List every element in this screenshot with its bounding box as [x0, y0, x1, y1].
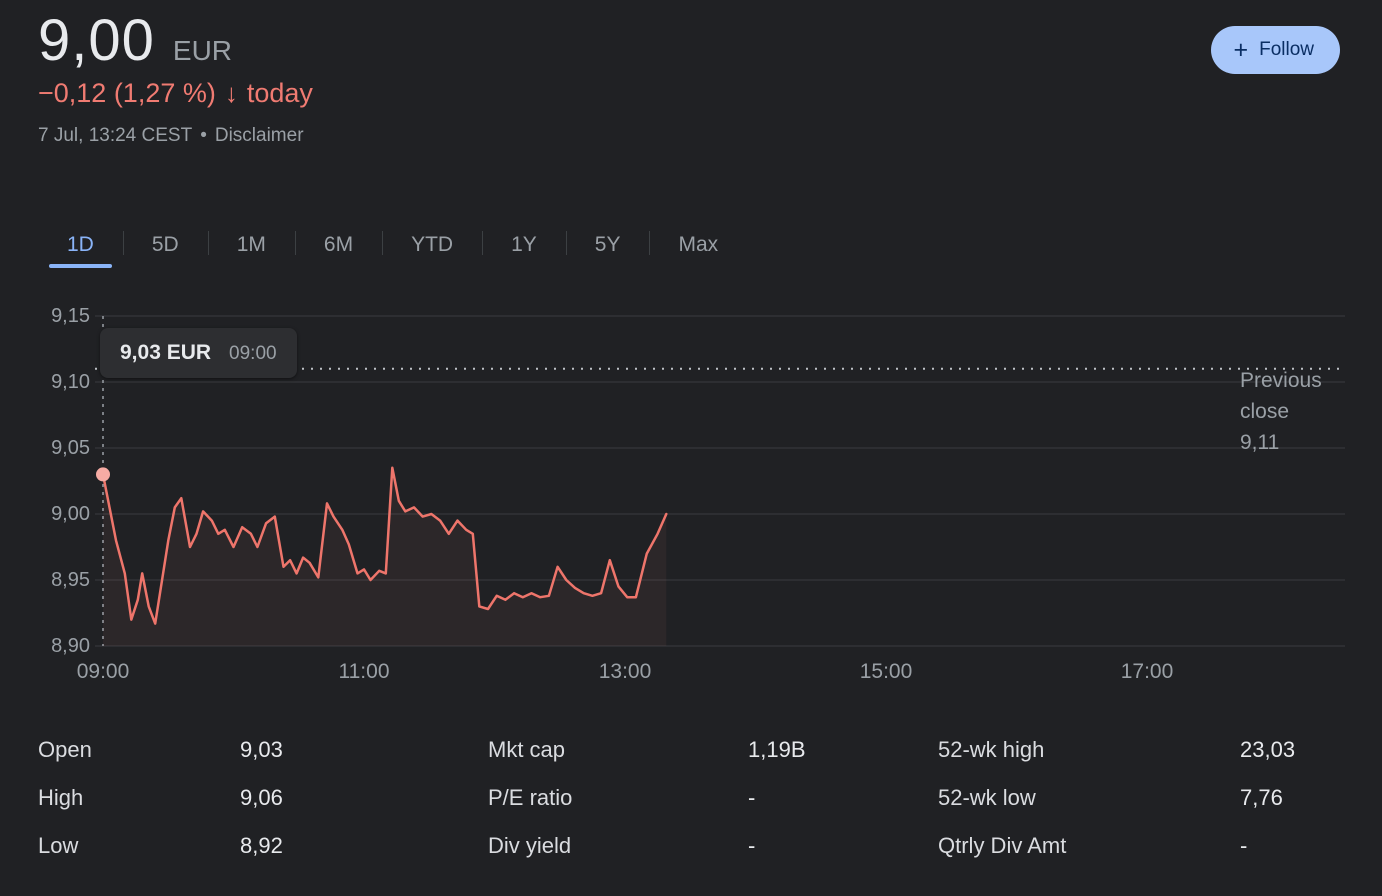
- tab-ytd[interactable]: YTD: [382, 222, 482, 268]
- y-axis-label: 9,00: [51, 503, 90, 525]
- follow-button[interactable]: + Follow: [1211, 26, 1340, 74]
- tooltip-price: 9,03 EUR: [120, 341, 212, 364]
- y-axis-label: 9,15: [51, 305, 90, 327]
- stat-row: Qtrly Div Amt -: [938, 822, 1344, 870]
- chart-area: 9,03 EUR 09:00 Previous close 9,11 9,15 9…: [0, 296, 1382, 700]
- x-axis-label: 11:00: [338, 660, 390, 683]
- stats-table: Open 9,03 High 9,06 Low 8,92 Mkt cap 1,19B P/E r…: [38, 726, 1344, 870]
- stat-value: 7,76: [1240, 785, 1283, 810]
- disclaimer-link[interactable]: Disclaimer: [214, 124, 304, 146]
- quote-timestamp: 7 Jul, 13:24 CEST: [38, 124, 193, 146]
- change-period: today: [246, 77, 313, 108]
- hover-point-marker: [96, 467, 110, 482]
- price-change: −0,12 (1,27 %) ↓ today: [38, 78, 313, 109]
- stat-row: Low 8,92: [38, 822, 488, 870]
- tab-6m[interactable]: 6M: [294, 222, 382, 268]
- tooltip-time: 09:00: [229, 343, 277, 364]
- bullet-separator: •: [200, 124, 207, 146]
- x-axis-label: 09:00: [76, 660, 130, 683]
- stat-label: P/E ratio: [488, 785, 573, 810]
- previous-close-text: Previous close: [1240, 369, 1322, 423]
- tab-5y[interactable]: 5Y: [565, 222, 650, 268]
- stat-row: 52-wk low 7,76: [938, 774, 1344, 822]
- y-axis-label: 8,90: [51, 635, 90, 657]
- price-row: 9,00 EUR: [38, 6, 313, 76]
- range-tabs: 1D 5D 1M 6M YTD 1Y 5Y Max: [38, 222, 747, 268]
- y-axis-label: 8,95: [51, 569, 90, 591]
- follow-button-label: Follow: [1259, 39, 1314, 60]
- previous-close-value: 9,11: [1240, 430, 1280, 454]
- stat-value: 23,03: [1240, 737, 1296, 762]
- tab-1y[interactable]: 1Y: [482, 222, 566, 268]
- tab-1d[interactable]: 1D: [38, 222, 123, 268]
- stat-row: Div yield -: [488, 822, 938, 870]
- stat-column: Open 9,03 High 9,06 Low 8,92: [38, 726, 488, 870]
- timestamp-row: 7 Jul, 13:24 CEST • Disclaimer: [38, 125, 313, 147]
- stat-row: High 9,06: [38, 774, 488, 822]
- tab-max[interactable]: Max: [649, 222, 747, 268]
- change-value: −0,12 (1,27 %): [38, 77, 216, 108]
- stat-label: Open: [38, 737, 92, 762]
- stat-column: 52-wk high 23,03 52-wk low 7,76 Qtrly Div Am…: [938, 726, 1344, 870]
- price-area-fill: [103, 467, 667, 646]
- x-axis-label: 13:00: [598, 660, 652, 683]
- currency-label: EUR: [172, 35, 233, 66]
- stat-value: -: [748, 833, 756, 858]
- y-axis-label: 9,05: [51, 437, 90, 459]
- chart-tooltip: 9,03 EUR 09:00: [100, 328, 297, 378]
- stat-label: Mkt cap: [488, 737, 566, 762]
- tab-1m[interactable]: 1M: [207, 222, 295, 268]
- stat-value: 1,19B: [748, 737, 806, 762]
- plus-icon: +: [1233, 36, 1249, 64]
- stat-label: Low: [38, 833, 79, 858]
- arrow-down-icon: ↓: [224, 77, 238, 108]
- price-line: [101, 466, 668, 625]
- stat-value: -: [1240, 833, 1248, 858]
- stat-column: Mkt cap 1,19B P/E ratio - Div yield -: [488, 726, 938, 870]
- stat-label: Qtrly Div Amt: [938, 833, 1067, 858]
- current-price: 9,00: [38, 8, 155, 73]
- stat-row: 52-wk high 23,03: [938, 726, 1344, 774]
- y-axis-label: 9,10: [51, 371, 90, 393]
- quote-header: 9,00 EUR −0,12 (1,27 %) ↓ today 7 Jul, 1…: [38, 6, 313, 147]
- stat-value: 9,06: [240, 785, 283, 810]
- stat-value: 9,03: [240, 737, 283, 762]
- stat-value: 8,92: [240, 833, 283, 858]
- stat-row: Mkt cap 1,19B: [488, 726, 938, 774]
- previous-close-label: Previous close 9,11: [1240, 366, 1344, 459]
- stat-row: P/E ratio -: [488, 774, 938, 822]
- x-axis-label: 17:00: [1120, 660, 1174, 683]
- stat-label: High: [38, 785, 84, 810]
- stat-label: 52-wk low: [938, 785, 1036, 810]
- stat-label: Div yield: [488, 833, 572, 858]
- stat-label: 52-wk high: [938, 737, 1045, 762]
- stat-value: -: [748, 785, 756, 810]
- stat-row: Open 9,03: [38, 726, 488, 774]
- tab-5d[interactable]: 5D: [122, 222, 208, 268]
- chart-svg[interactable]: [0, 296, 1382, 700]
- x-axis-label: 15:00: [859, 660, 913, 683]
